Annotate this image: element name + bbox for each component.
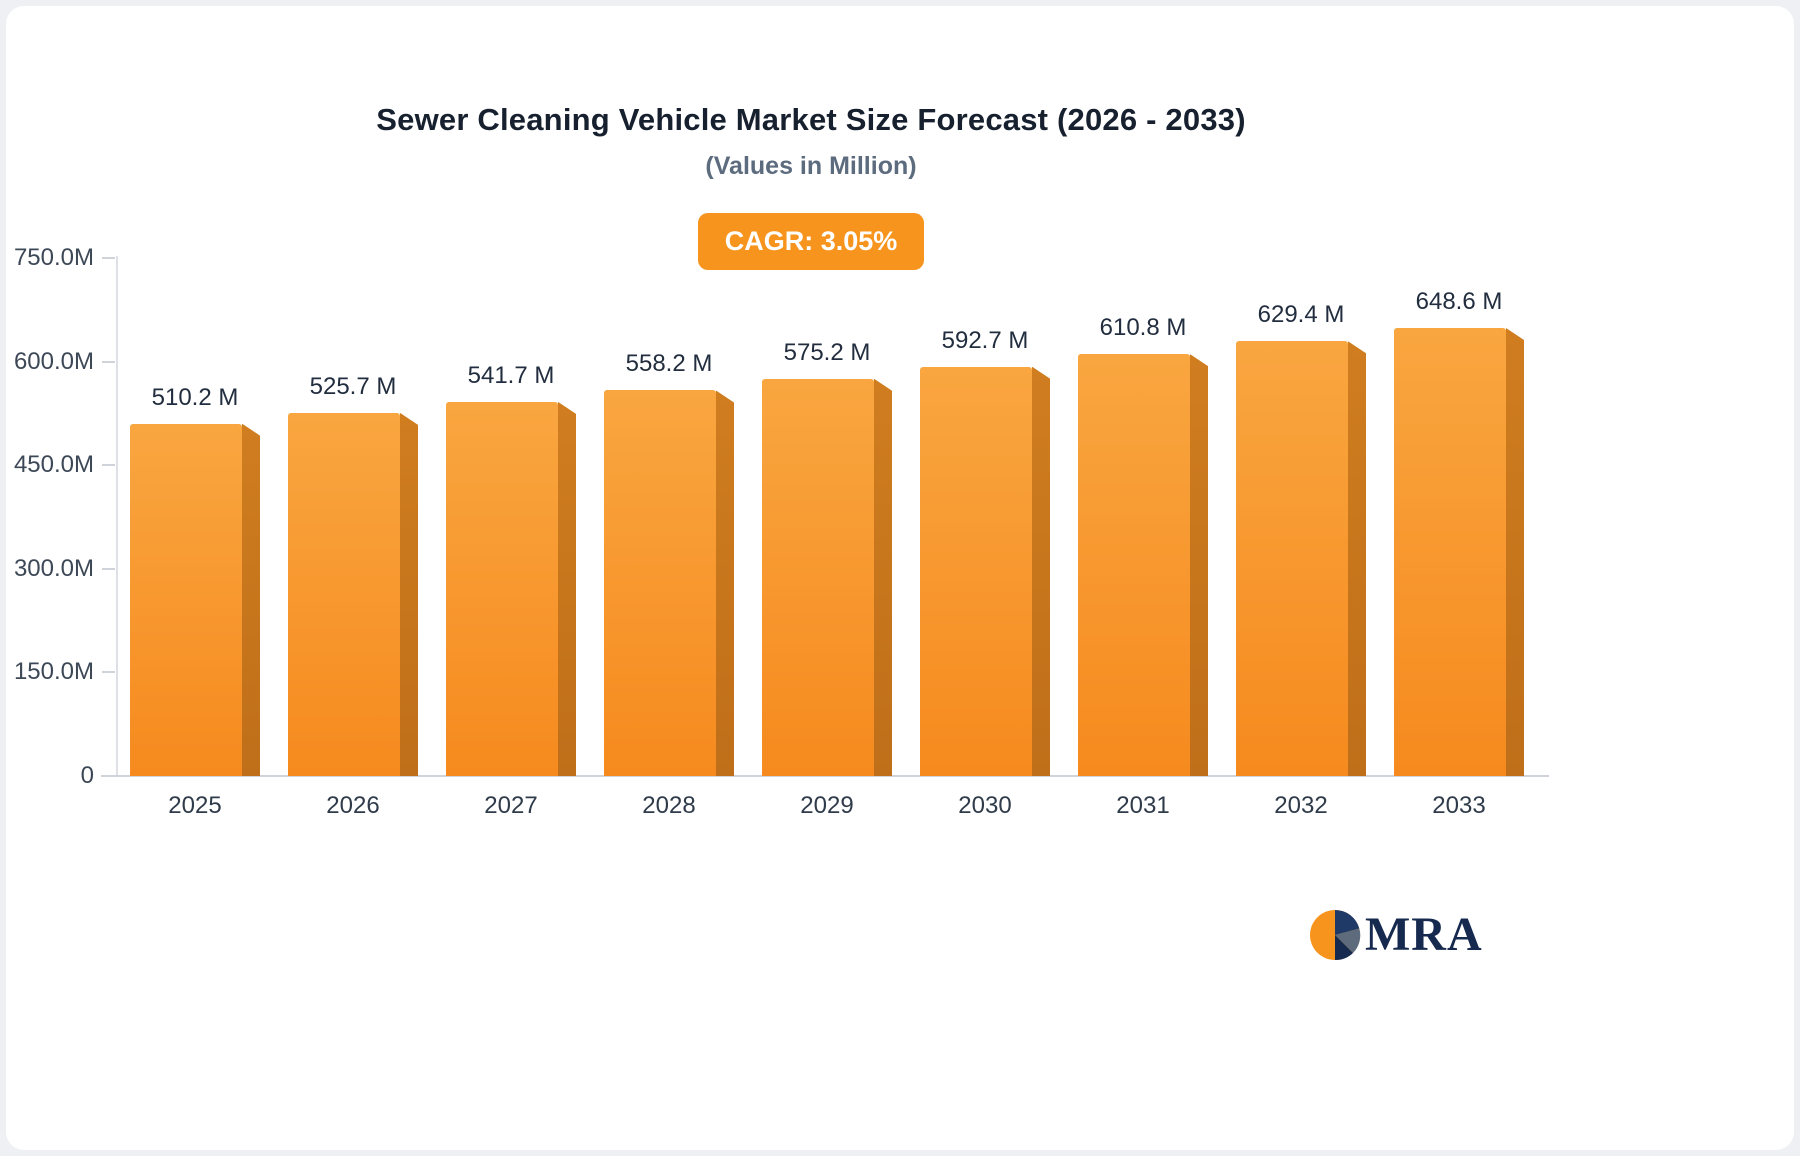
y-tick-mark: [102, 775, 115, 777]
x-tick-label: 2025: [168, 792, 222, 819]
pie-logo-icon: [1309, 909, 1361, 961]
y-tick-mark: [102, 360, 115, 363]
bar-front: [288, 412, 400, 776]
bar-side: [1190, 354, 1208, 776]
chart-subtitle: (Values in Million): [705, 152, 917, 180]
bar-side: [1348, 341, 1366, 776]
bar-front: [1394, 328, 1506, 776]
y-tick-mark: [102, 671, 115, 674]
bar-front: [130, 423, 242, 776]
bar-front: [446, 401, 558, 776]
y-tick-label: 300.0M: [13, 554, 94, 582]
x-tick-label: 2032: [1274, 792, 1328, 819]
x-tick-label: 2033: [1432, 792, 1486, 819]
bar-value-label: 525.7 M: [309, 372, 397, 400]
bar-front: [1236, 341, 1348, 776]
y-tick-label: 0: [80, 762, 94, 789]
y-tick-label: 750.0M: [13, 244, 94, 271]
bar-side: [716, 390, 734, 776]
bar-side: [558, 401, 576, 776]
y-tick-mark: [102, 464, 115, 467]
bar-value-label: 541.7 M: [467, 361, 555, 389]
bar-side: [400, 412, 418, 776]
y-axis-line: [116, 256, 118, 777]
bar-side: [1506, 328, 1524, 776]
bar-value-label: 629.4 M: [1257, 301, 1345, 329]
bar-chart: 750.0M 600.0M 450.0M 300.0M 150.0M 0 510.2 M 20…: [6, 6, 1794, 1150]
bar-value-label: 575.2 M: [783, 338, 871, 366]
chart-title: Sewer Cleaning Vehicle Market Size Forec…: [376, 102, 1246, 137]
bar-side: [1032, 366, 1050, 776]
x-tick-label: 2026: [326, 792, 380, 819]
y-tick-label: 600.0M: [13, 347, 94, 375]
cagr-badge: CAGR: 3.05%: [697, 213, 925, 270]
y-tick-label: 150.0M: [13, 658, 94, 686]
bar-front: [920, 366, 1032, 776]
x-tick-label: 2030: [958, 792, 1012, 819]
chart-header: Sewer Cleaning Vehicle Market Size Forec…: [46, 6, 1576, 270]
bar-value-label: 592.7 M: [941, 326, 1029, 354]
bar-value-label: 648.6 M: [1415, 288, 1503, 316]
bar-front: [762, 378, 874, 776]
brand-logo: MRA: [1309, 907, 1483, 962]
x-tick-label: 2031: [1116, 792, 1170, 819]
x-tick-label: 2029: [800, 792, 854, 819]
bar-value-label: 610.8 M: [1099, 314, 1187, 342]
y-tick-mark: [102, 567, 115, 570]
chart-card: Sewer Cleaning Vehicle Market Size Forec…: [6, 6, 1794, 1150]
bar-value-label: 558.2 M: [625, 350, 713, 378]
bar-front: [1078, 354, 1190, 776]
bar-front: [604, 390, 716, 776]
bar-value-label: 510.2 M: [151, 383, 239, 411]
bar-side: [874, 378, 892, 776]
brand-logo-text: MRA: [1365, 908, 1483, 961]
bar-side: [242, 423, 260, 776]
x-tick-label: 2028: [642, 792, 696, 819]
y-tick-label: 450.0M: [13, 451, 94, 479]
y-tick-mark: [102, 257, 115, 259]
x-axis-line: [101, 775, 1549, 777]
x-tick-label: 2027: [484, 792, 538, 819]
